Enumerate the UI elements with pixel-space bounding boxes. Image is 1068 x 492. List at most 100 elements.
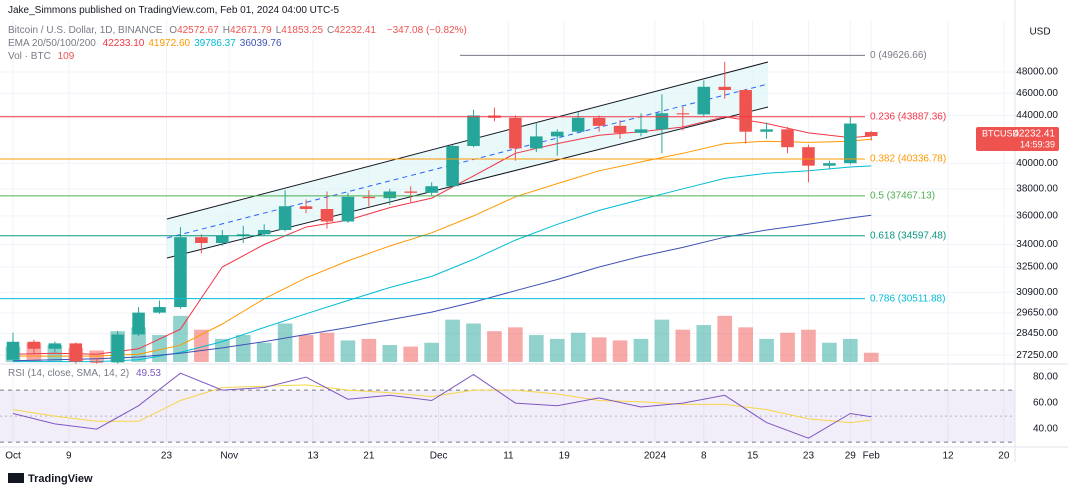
candle-body [278, 206, 292, 230]
volume-bar [654, 319, 670, 362]
fib-label: 0.618 (34597.48) [870, 230, 946, 241]
price-pane [5, 61, 879, 364]
candle-body [257, 229, 271, 235]
x-tick-label: 2024 [644, 451, 667, 462]
candle-body [90, 361, 103, 363]
volume-bar [403, 346, 419, 362]
x-tick-label: 12 [942, 451, 954, 462]
candle-body [718, 86, 732, 91]
y-tick-label: 40000.00 [1016, 158, 1058, 169]
candle-body [69, 343, 83, 362]
y-tick-label: 28450.00 [1016, 328, 1058, 339]
volume-bar [633, 338, 649, 362]
rsi-title: RSI (14, close, SMA, 14, 2) [8, 368, 130, 379]
publisher: Jake_Simmons published on TradingView.co… [8, 5, 340, 16]
ohlc: O42572.67 H42671.79 L41853.25 C42232.41 [169, 25, 380, 36]
x-tick-label: 29 [845, 451, 857, 462]
x-tick-label: Feb [863, 451, 881, 462]
x-tick-label: 19 [559, 451, 571, 462]
ohlc-value: 42671.79 [230, 25, 272, 36]
ohlc-key: O [169, 25, 178, 36]
ohlc-value: 42232.41 [334, 25, 376, 36]
fib-label: 0 (49626.66) [870, 50, 927, 61]
candle-body [341, 196, 355, 222]
volume-bar [508, 327, 523, 362]
volume-bar [801, 329, 816, 362]
candle-body [676, 113, 690, 115]
ema-value: 41972.60 [148, 38, 191, 49]
candle-body [760, 129, 773, 132]
ohlc-value: 42572.67 [177, 25, 219, 36]
candle-body [592, 117, 606, 126]
y-tick-label: 34000.00 [1016, 239, 1058, 250]
ema-value: 36039.76 [239, 38, 282, 49]
volume-bar [173, 315, 188, 362]
rsi-pane [0, 372, 1015, 443]
candle-body [48, 343, 62, 349]
fib-label: 0.5 (37467.13) [870, 191, 935, 202]
ema-line: EMA 20/50/100/200 42233.10 41972.60 39786.… [8, 38, 286, 49]
y-tick-label: 38000.00 [1016, 183, 1058, 194]
price-label-box [976, 127, 1059, 151]
candle-body [216, 235, 229, 244]
candle-body [299, 206, 313, 209]
ohlc-key: H [222, 25, 231, 36]
rsi-last: 49.53 [135, 368, 161, 379]
volume-bar [780, 332, 795, 362]
x-tick-label: Nov [220, 451, 238, 462]
candle-body [530, 136, 543, 149]
volume-bar [424, 342, 439, 362]
fib-label: 0.236 (43887.36) [870, 111, 946, 122]
last-price: 42232.41 [1013, 129, 1055, 140]
channel-fill [167, 62, 768, 258]
volume-bar [842, 338, 858, 362]
candle-body [27, 341, 41, 349]
candle-body [739, 90, 752, 132]
channel-mid [166, 83, 769, 239]
rsi-line: RSI (14, close, SMA, 14, 2) 49.53 [8, 368, 165, 379]
volume-last: 109 [57, 51, 75, 62]
volume-bar [256, 342, 272, 362]
currency: USD [1029, 27, 1050, 38]
ema-line [13, 165, 872, 363]
candle-body [613, 125, 627, 133]
volume-title: Vol · BTC [8, 51, 51, 62]
axes: 48000.00 46000.00 44000.00 40000.00 38000.00… [0, 50, 1058, 462]
volume-bar [675, 329, 691, 362]
y-tick-label: 46000.00 [1016, 88, 1058, 99]
volume-bar [612, 340, 628, 362]
ema-value: 42233.10 [102, 38, 145, 49]
candle-body [404, 191, 417, 193]
volume-bar [340, 340, 356, 362]
y-tick-label: 32500.00 [1016, 262, 1058, 273]
candle-body [111, 334, 124, 363]
candle-body [153, 307, 166, 313]
volume-bar [549, 338, 565, 362]
rsi-tick-label: 60.00 [1033, 398, 1058, 409]
candle-body [802, 147, 815, 166]
candle-body [174, 237, 187, 308]
candle-body [446, 145, 459, 187]
x-tick-label: 23 [803, 451, 815, 462]
grid [0, 20, 1015, 446]
symbol: BTCUSD [982, 128, 1020, 138]
fib-label: 0.786 (30511.88) [870, 293, 945, 304]
x-tick-label: 20 [998, 451, 1010, 462]
brand-logo [8, 473, 24, 483]
candle-body [320, 208, 334, 222]
ema-line [12, 214, 872, 362]
countdown: 14:59:39 [1020, 139, 1055, 149]
x-tick-label: Dec [430, 451, 448, 462]
volume-bar [591, 337, 607, 362]
volume-bar [717, 315, 733, 362]
volume-bar [738, 327, 753, 362]
x-tick-label: 11 [503, 451, 514, 462]
candle-body [467, 115, 480, 146]
candle-body [236, 234, 250, 236]
rsi-tick-label: 80.00 [1033, 372, 1058, 383]
title: Bitcoin / U.S. Dollar, 1D, BINANCE [8, 25, 163, 36]
ohlc-key: L [275, 25, 282, 36]
y-tick-label: 48000.00 [1016, 67, 1058, 78]
rsi-tick-label: 40.00 [1033, 424, 1058, 435]
x-tick-label: 9 [66, 451, 72, 462]
